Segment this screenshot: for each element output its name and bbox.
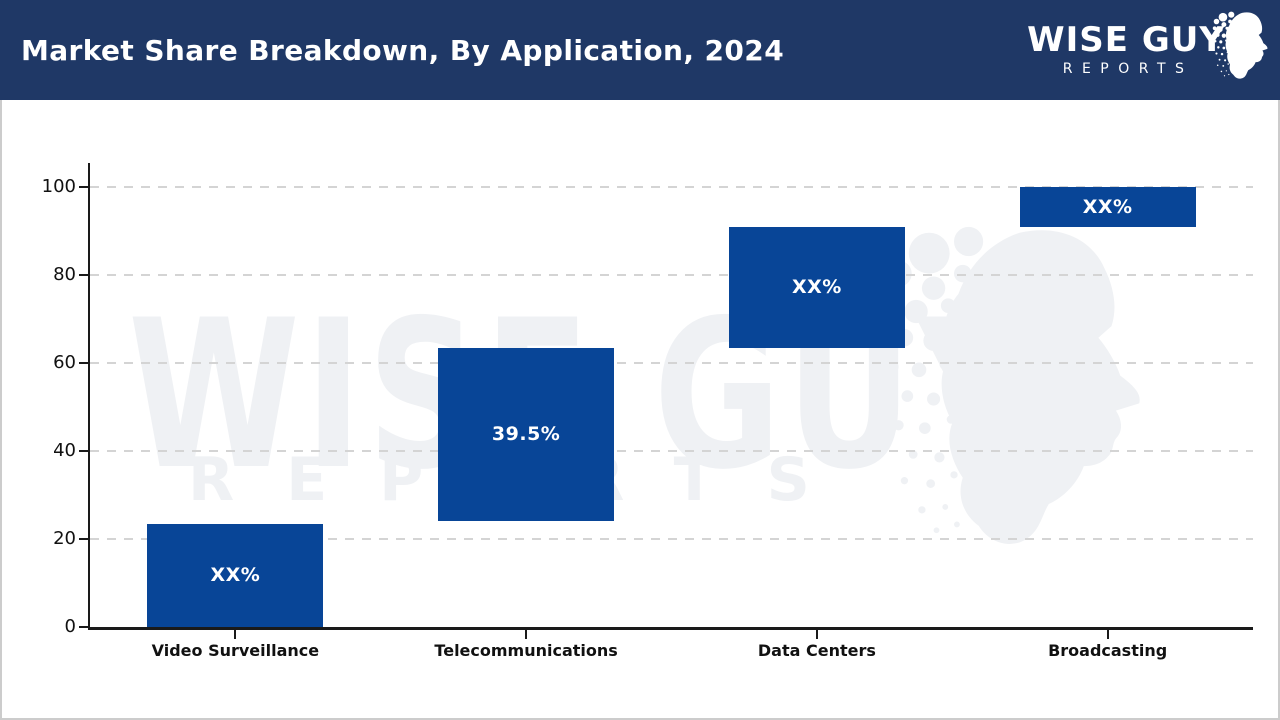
- logo-head-icon: [1212, 11, 1274, 85]
- x-tick-mark: [1106, 630, 1109, 639]
- y-gridline: [90, 186, 1253, 188]
- y-gridline: [90, 538, 1253, 540]
- bar-segment: XX%: [1019, 187, 1196, 227]
- x-tick-mark: [815, 630, 818, 639]
- y-tick-label: 20: [53, 528, 76, 549]
- y-tick-label: 80: [53, 264, 76, 285]
- logo-reports-text: REPORTS: [1062, 61, 1194, 77]
- y-tick-mark: [79, 362, 88, 364]
- x-tick-label: Telecommunications: [434, 641, 618, 660]
- y-gridline: [90, 362, 1253, 364]
- y-tick-label: 40: [53, 440, 76, 461]
- y-tick-mark: [79, 186, 88, 188]
- x-tick-mark: [234, 630, 237, 639]
- y-tick-label: 0: [64, 616, 76, 637]
- bar-segment: XX%: [728, 226, 905, 348]
- bar-segment: 39.5%: [438, 347, 615, 522]
- header-bar: Market Share Breakdown, By Application, …: [0, 0, 1280, 100]
- x-tick-label: Broadcasting: [1048, 641, 1168, 660]
- y-gridline: [90, 274, 1253, 276]
- x-tick-label: Data Centers: [757, 641, 876, 660]
- y-gridline: [90, 450, 1253, 452]
- wise-guy-reports-logo: WISE GUY REPORTS: [1027, 4, 1274, 96]
- y-tick-mark: [79, 274, 88, 276]
- y-tick-label: 60: [53, 352, 76, 373]
- x-axis-line: [88, 627, 1253, 630]
- chart-title: Market Share Breakdown, By Application, …: [21, 34, 785, 67]
- y-tick-label: 100: [41, 176, 76, 197]
- bar-segment: XX%: [147, 523, 324, 627]
- bar-value-label: XX%: [791, 276, 842, 299]
- x-tick-mark: [525, 630, 528, 639]
- logo-text-block: WISE GUY REPORTS: [1027, 23, 1225, 77]
- bar-value-label: 39.5%: [491, 423, 561, 446]
- logo-wiseguy-text: WISE GUY: [1027, 20, 1225, 60]
- y-tick-mark: [79, 450, 88, 452]
- x-tick-label: Video Surveillance: [151, 641, 320, 660]
- y-tick-mark: [79, 538, 88, 540]
- y-axis-line: [88, 163, 90, 630]
- bar-value-label: XX%: [210, 564, 261, 587]
- bar-value-label: XX%: [1082, 195, 1133, 218]
- y-tick-mark: [79, 626, 88, 628]
